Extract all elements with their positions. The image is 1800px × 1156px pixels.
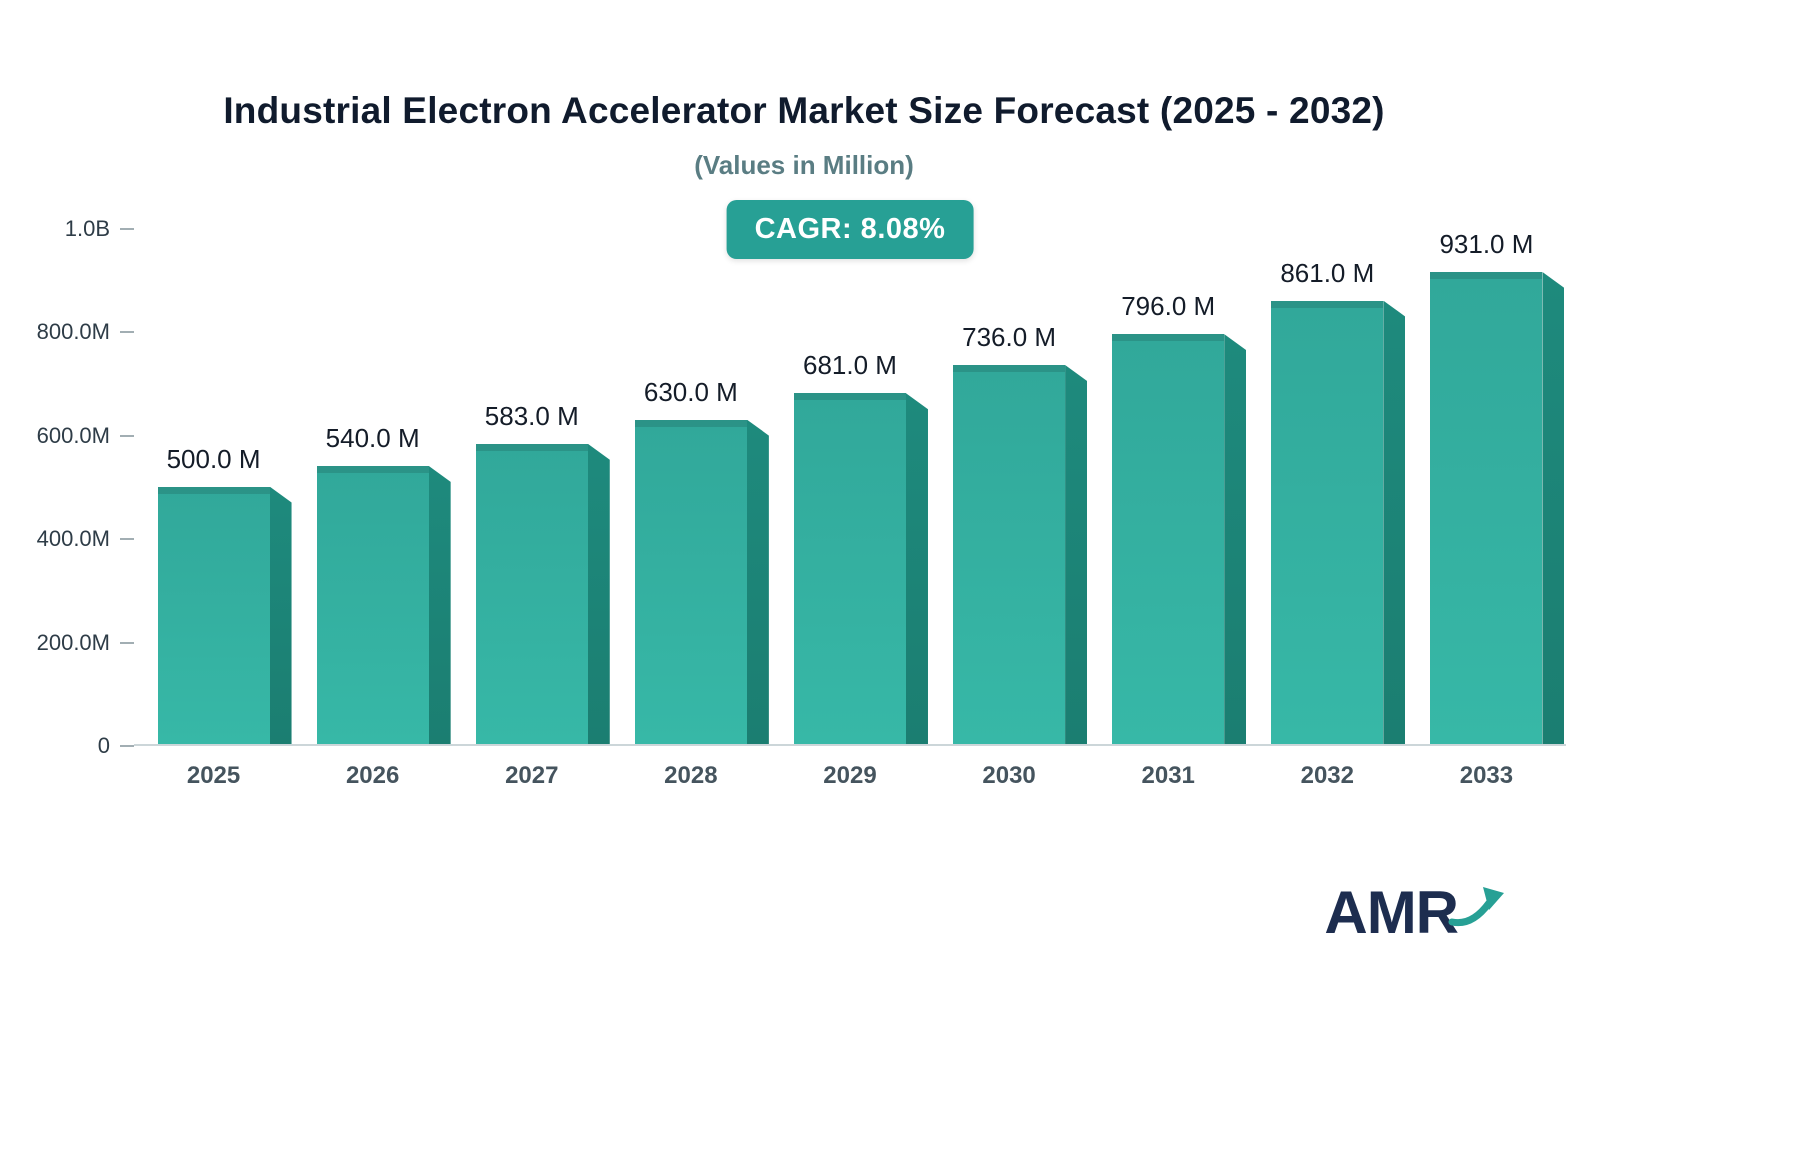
bar-2031[interactable]	[1112, 334, 1225, 744]
bar-value-label: 736.0 M	[962, 321, 1057, 352]
bar-column: 736.0 M	[953, 229, 1066, 744]
footer: AMR	[42, 878, 1566, 947]
y-tick: 800.0M	[37, 319, 134, 345]
bar-column: 540.0 M	[316, 229, 429, 744]
bar-value-label: 681.0 M	[803, 350, 897, 381]
x-tick-label: 2031	[1141, 762, 1195, 789]
bar-value-label: 931.0 M	[1439, 229, 1534, 259]
bar-column: 500.0 M	[157, 229, 270, 744]
bar-column: 583.0 M	[475, 229, 588, 744]
y-tick: 1.0B	[65, 216, 134, 242]
y-tick-mark	[120, 331, 134, 334]
bar-column: 931.0 M	[1430, 229, 1543, 744]
page-title: Industrial Electron Accelerator Market S…	[223, 90, 1385, 131]
x-axis: 2025 2026 2027 2028 2029 2030 2031 2032 2033	[134, 762, 1566, 790]
y-tick-mark	[120, 228, 134, 230]
x-tick-label: 2032	[1300, 762, 1354, 789]
y-tick-mark	[120, 538, 134, 541]
x-tick-label: 2027	[505, 762, 559, 789]
y-tick-label: 0	[97, 733, 110, 758]
bar-value-label: 540.0 M	[325, 422, 420, 453]
x-tick-label: 2033	[1459, 762, 1514, 789]
y-tick: 600.0M	[37, 423, 134, 449]
bar-value-label: 500.0 M	[166, 443, 261, 474]
bar-2025[interactable]	[157, 486, 270, 744]
bar-2029[interactable]	[793, 393, 906, 744]
plot-wrap: CAGR: 8.08% 500.0 M 540.0 M 583.0 M 630.0 M…	[134, 200, 1566, 790]
x-tick-label: 2025	[186, 762, 241, 789]
bar-value-label: 861.0 M	[1280, 257, 1375, 288]
bar-column: 796.0 M	[1112, 229, 1225, 744]
y-tick-label: 1.0B	[64, 216, 110, 241]
logo-arrow-icon	[1448, 886, 1504, 926]
y-tick-mark	[120, 641, 134, 644]
y-tick: 200.0M	[37, 630, 134, 656]
bar-2032[interactable]	[1271, 300, 1384, 744]
bar-column: 630.0 M	[634, 229, 747, 744]
x-tick-label: 2030	[982, 762, 1036, 789]
x-tick-label: 2029	[823, 762, 877, 789]
amr-logo: AMR	[1324, 878, 1506, 947]
y-tick: 0	[98, 733, 134, 759]
y-tick-mark	[120, 745, 134, 747]
bar-2030[interactable]	[953, 364, 1066, 744]
y-tick-label: 400.0M	[36, 526, 110, 552]
bar-column: 861.0 M	[1271, 229, 1384, 744]
bar-2028[interactable]	[634, 419, 747, 744]
x-tick-label: 2028	[664, 762, 718, 789]
bar-chart: 1.0B 800.0M 600.0M 400.0M 200.0M 0 CAGR: 8.08…	[37, 200, 1566, 790]
bar-value-label: 796.0 M	[1121, 291, 1216, 322]
bar-column: 681.0 M	[793, 229, 906, 744]
y-tick-label: 200.0M	[36, 629, 110, 655]
bar-value-label: 583.0 M	[484, 400, 579, 431]
page-subtitle: (Values in Million)	[694, 150, 914, 180]
y-tick-label: 800.0M	[36, 319, 110, 345]
x-tick-label: 2026	[345, 762, 400, 789]
cagr-badge: CAGR: 8.08%	[726, 200, 974, 259]
bar-2033[interactable]	[1430, 272, 1543, 744]
logo-text: AMR	[1324, 879, 1459, 946]
plot-area: 500.0 M 540.0 M 583.0 M 630.0 M 681.0 M 736.0…	[134, 229, 1566, 746]
chart-header: Industrial Electron Accelerator Market S…	[42, 90, 1566, 181]
bar-2027[interactable]	[475, 443, 588, 744]
bar-value-label: 630.0 M	[643, 376, 738, 407]
y-tick-label: 600.0M	[36, 422, 110, 448]
y-axis: 1.0B 800.0M 600.0M 400.0M 200.0M 0	[37, 216, 134, 758]
y-tick: 400.0M	[37, 526, 134, 552]
y-tick-mark	[120, 434, 134, 437]
bar-2026[interactable]	[316, 465, 429, 744]
